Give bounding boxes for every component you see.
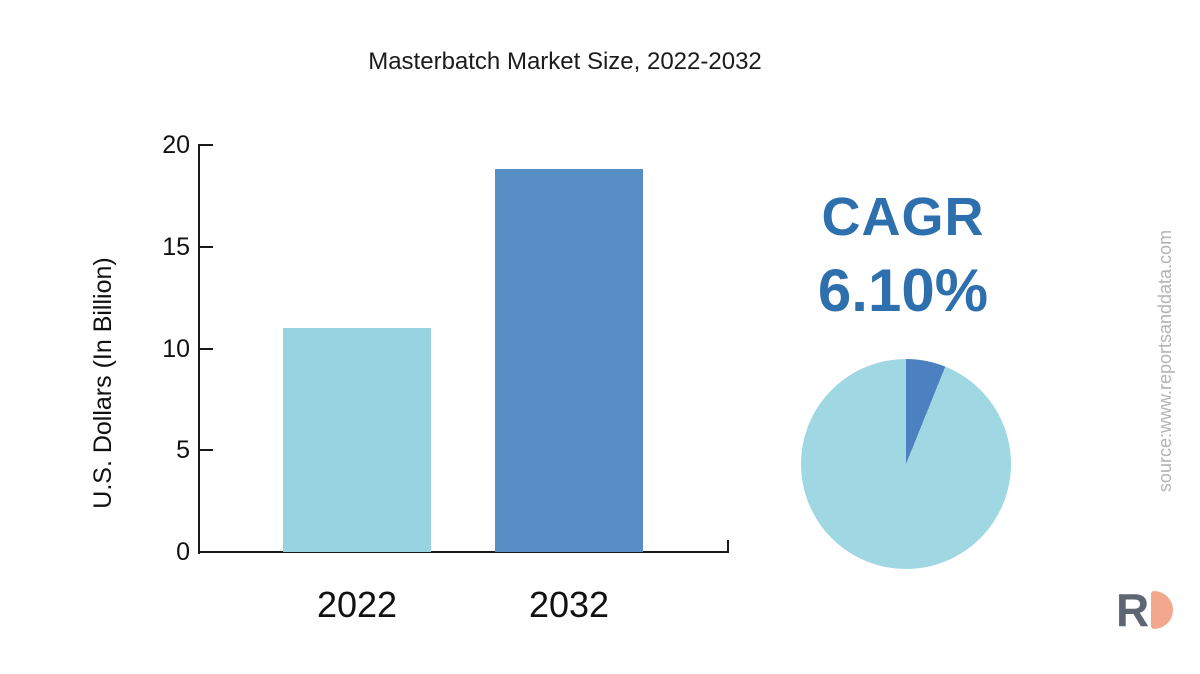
y-tick-5 <box>200 449 213 451</box>
y-tick-label: 0 <box>176 538 190 566</box>
y-tick-label: 10 <box>162 335 190 363</box>
bar <box>495 169 643 552</box>
logo-letter-r: R <box>1116 584 1150 636</box>
y-tick-label: 5 <box>176 436 190 464</box>
cagr-label: CAGR <box>821 187 985 247</box>
source-watermark: source:www.reportsanddata.com <box>1155 229 1175 493</box>
x-category-label: 2022 <box>316 584 398 625</box>
y-tick-20 <box>200 144 213 146</box>
x-axis-line <box>198 551 729 553</box>
y-tick-15 <box>200 246 213 248</box>
pie-chart <box>801 359 1011 569</box>
logo-d-shape-icon <box>1151 591 1174 629</box>
y-tick-label: 15 <box>162 233 190 261</box>
y-tick-10 <box>200 348 213 350</box>
chart-title: Masterbatch Market Size, 2022-2032 <box>368 48 762 75</box>
x-axis-end-tick <box>727 540 729 552</box>
bar <box>283 328 431 552</box>
reports-and-data-logo: R <box>1116 586 1180 634</box>
y-axis-label: U.S. Dollars (In Billion) <box>89 257 117 509</box>
cagr-value: 6.10% <box>817 257 989 324</box>
y-axis-line <box>198 144 200 554</box>
y-tick-label: 20 <box>162 131 190 159</box>
x-category-label: 2032 <box>528 584 610 625</box>
